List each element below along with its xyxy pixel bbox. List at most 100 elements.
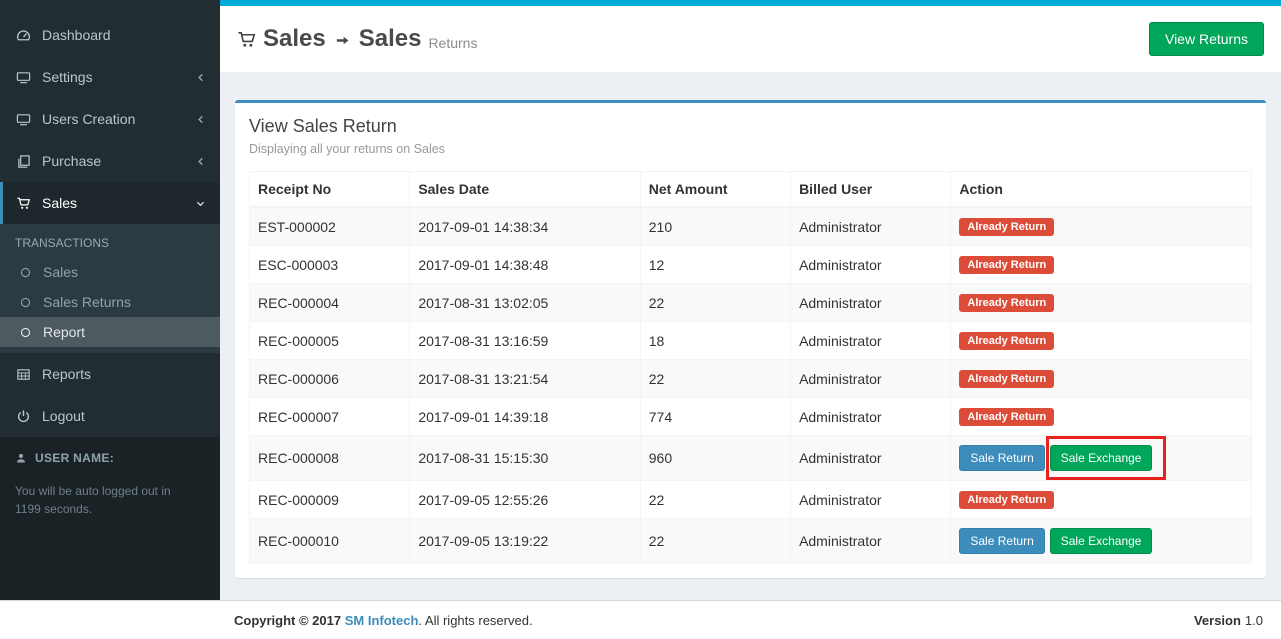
cell-receipt-no: REC-000010 xyxy=(248,518,411,564)
page-title-suffix: Returns xyxy=(428,34,478,51)
sidebar-item-label: Settings xyxy=(42,69,93,85)
cell-receipt-no: REC-000004 xyxy=(248,283,411,322)
sales-returns-table: Receipt No Sales Date Net Amount Billed … xyxy=(248,171,1252,564)
sidebar-item-label: Reports xyxy=(42,366,92,382)
top-accent-bar xyxy=(220,0,1281,6)
cell-receipt-no: REC-000009 xyxy=(248,480,411,519)
sale-exchange-button[interactable]: Sale Exchange xyxy=(1049,528,1153,554)
copyright-suffix: . All rights reserved. xyxy=(418,612,533,628)
table-row: REC-000004 2017-08-31 13:02:05 22 Admini… xyxy=(248,283,1252,322)
cell-net-amount: 18 xyxy=(639,321,792,360)
breadcrumb: Sales Sales Returns xyxy=(237,25,477,53)
cell-sales-date: 2017-09-05 12:55:26 xyxy=(409,480,641,519)
circle-icon xyxy=(20,267,34,278)
sidebar-item-label: Logout xyxy=(42,408,85,424)
sidebar-item-sales[interactable]: Sales xyxy=(0,182,220,224)
red-annotation-box: Sale Exchange xyxy=(1045,436,1167,480)
sidebar-item-label: Report xyxy=(43,324,86,340)
column-header-action: Action xyxy=(950,171,1252,208)
sidebar-item-label: Sales xyxy=(43,264,79,280)
page-title-primary: Sales xyxy=(263,25,326,52)
monitor-icon xyxy=(15,69,32,85)
view-returns-button[interactable]: View Returns xyxy=(1148,22,1264,56)
content-area: View Sales Return Displaying all your re… xyxy=(220,72,1281,600)
already-return-badge: Already Return xyxy=(959,256,1055,274)
sales-submenu: TRANSACTIONS Sales Sales Returns xyxy=(0,224,220,353)
sidebar-item-reports[interactable]: Reports xyxy=(0,353,220,395)
sidebar-item-dashboard[interactable]: Dashboard xyxy=(0,14,220,56)
cell-billed-user: Administrator xyxy=(790,359,952,398)
cell-action: Already Return xyxy=(950,206,1252,246)
chevron-down-icon xyxy=(196,199,205,208)
sidebar-section-transactions: TRANSACTIONS xyxy=(15,236,110,250)
sidebar-item-report[interactable]: Report xyxy=(0,317,220,347)
cell-net-amount: 22 xyxy=(639,480,792,519)
cell-billed-user: Administrator xyxy=(790,206,952,246)
cell-billed-user: Administrator xyxy=(790,245,952,284)
sidebar-item-sales-transactions[interactable]: Sales xyxy=(0,257,220,287)
sidebar-item-label: Users Creation xyxy=(42,111,136,127)
column-header-sales-date: Sales Date xyxy=(409,171,641,208)
footer: Copyright © 2017 SM Infotech. All rights… xyxy=(0,600,1281,639)
sidebar-item-users-creation[interactable]: Users Creation xyxy=(0,98,220,140)
chevron-left-icon xyxy=(196,115,205,124)
sidebar-item-settings[interactable]: Settings xyxy=(0,56,220,98)
cell-receipt-no: EST-000002 xyxy=(248,206,411,246)
sidebar-item-label: Purchase xyxy=(42,153,102,169)
sale-exchange-button[interactable]: Sale Exchange xyxy=(1049,445,1153,471)
cell-net-amount: 22 xyxy=(639,283,792,322)
card-title: View Sales Return xyxy=(249,116,397,136)
sidebar-item-sales-returns[interactable]: Sales Returns xyxy=(0,287,220,317)
table-icon xyxy=(15,366,32,382)
version-label: Version xyxy=(1193,612,1241,628)
table-row: EST-000002 2017-09-01 14:38:34 210 Admin… xyxy=(248,206,1252,246)
cell-billed-user: Administrator xyxy=(790,321,952,360)
cell-net-amount: 12 xyxy=(639,245,792,284)
cell-net-amount: 22 xyxy=(639,518,792,564)
company-link[interactable]: SM Infotech xyxy=(344,612,419,628)
cell-billed-user: Administrator xyxy=(790,283,952,322)
table-row: ESC-000003 2017-09-01 14:38:48 12 Admini… xyxy=(248,245,1252,284)
page-title-secondary: Sales xyxy=(358,25,422,52)
sale-return-button[interactable]: Sale Return xyxy=(959,445,1045,471)
sidebar-item-label: Sales xyxy=(42,195,78,211)
cell-action: Already Return xyxy=(950,245,1252,284)
cell-net-amount: 960 xyxy=(639,435,792,481)
sale-return-button[interactable]: Sale Return xyxy=(959,528,1045,554)
sidebar-item-purchase[interactable]: Purchase xyxy=(0,140,220,182)
cell-action: Already Return xyxy=(950,397,1252,436)
cell-receipt-no: REC-000006 xyxy=(248,359,411,398)
version-value: 1.0 xyxy=(1244,612,1263,628)
sales-return-card: View Sales Return Displaying all your re… xyxy=(235,100,1266,578)
monitor-icon xyxy=(15,111,32,127)
cell-receipt-no: REC-000005 xyxy=(248,321,411,360)
sidebar: Dashboard Settings Users Creation xyxy=(0,0,220,600)
sidebar-menu: Dashboard Settings Users Creation xyxy=(0,0,220,437)
cell-sales-date: 2017-08-31 13:02:05 xyxy=(409,283,641,322)
dashboard-icon xyxy=(15,27,32,43)
cell-receipt-no: REC-000008 xyxy=(248,435,411,481)
table-row: REC-000010 2017-09-05 13:19:22 22 Admini… xyxy=(248,518,1252,564)
already-return-badge: Already Return xyxy=(959,370,1055,388)
cell-sales-date: 2017-09-01 14:38:34 xyxy=(409,206,641,246)
copyright: Copyright © 2017 SM Infotech. All rights… xyxy=(234,613,533,628)
version-info: Version 1.0 xyxy=(1194,613,1263,628)
main-area: Sales Sales Returns View Returns View Sa… xyxy=(220,0,1281,600)
copyright-text: Copyright © 2017 xyxy=(234,612,342,628)
cell-action: Already Return xyxy=(950,480,1252,519)
cell-sales-date: 2017-09-01 14:38:48 xyxy=(409,245,641,284)
cart-icon xyxy=(237,30,256,49)
cell-action: Sale Return Sale Exchange xyxy=(950,518,1252,564)
chevron-left-icon xyxy=(196,157,205,166)
cell-net-amount: 210 xyxy=(639,206,792,246)
chevron-left-icon xyxy=(196,73,205,82)
cell-action: Already Return xyxy=(950,283,1252,322)
sidebar-item-logout[interactable]: Logout xyxy=(0,395,220,437)
column-header-net-amount: Net Amount xyxy=(639,171,792,208)
already-return-badge: Already Return xyxy=(959,408,1055,426)
circle-icon xyxy=(20,327,34,338)
cell-receipt-no: ESC-000003 xyxy=(248,245,411,284)
cell-billed-user: Administrator xyxy=(790,435,952,481)
card-body: Receipt No Sales Date Net Amount Billed … xyxy=(235,163,1266,578)
